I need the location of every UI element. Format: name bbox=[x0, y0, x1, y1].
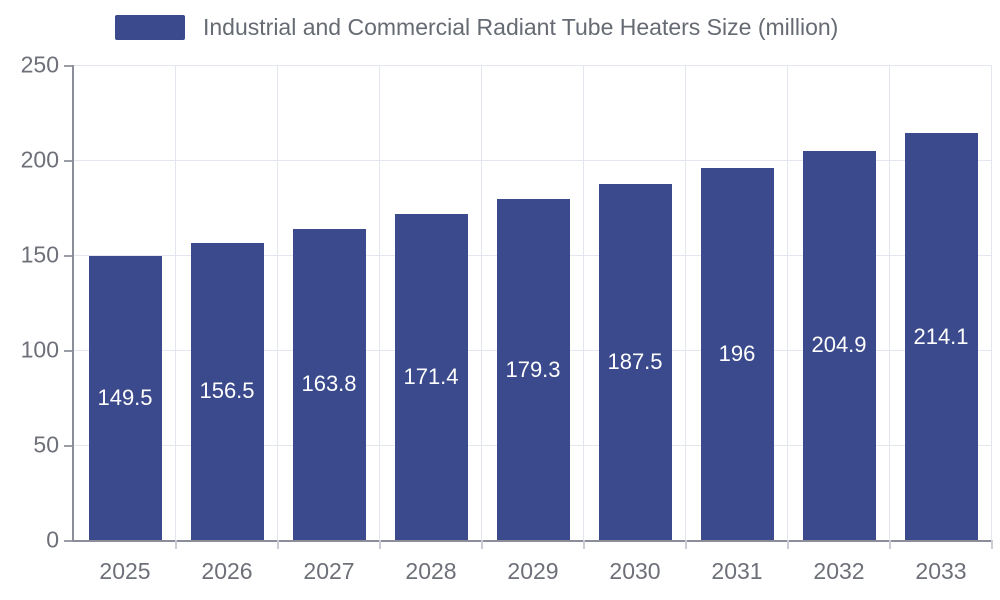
legend-label: Industrial and Commercial Radiant Tube H… bbox=[203, 14, 839, 40]
y-axis-label: 200 bbox=[20, 146, 59, 173]
x-gridline bbox=[481, 65, 482, 540]
x-gridline bbox=[889, 65, 890, 540]
bar-2027[interactable]: 163.8 bbox=[292, 228, 366, 540]
bar-value-label: 171.4 bbox=[403, 364, 459, 390]
y-axis-tick bbox=[64, 255, 72, 257]
bar-2030[interactable]: 187.5 bbox=[598, 183, 672, 540]
bar-2032[interactable]: 204.9 bbox=[802, 150, 876, 540]
x-axis-label-2031: 2031 bbox=[711, 558, 763, 584]
legend-swatch-icon bbox=[115, 15, 185, 40]
x-gridline bbox=[991, 65, 992, 540]
plot-area: 0 50 100 150 200 250 149.5 2025 156.5 2026 163.8 20… bbox=[21, 52, 993, 584]
x-axis-tick bbox=[379, 540, 381, 549]
bar-2025[interactable]: 149.5 bbox=[88, 255, 162, 540]
bar-2033[interactable]: 214.1 bbox=[904, 133, 978, 540]
x-gridline bbox=[277, 65, 278, 540]
x-gridline bbox=[685, 65, 686, 540]
x-gridline bbox=[379, 65, 380, 540]
bar-value-label: 156.5 bbox=[199, 378, 255, 404]
y-gridline bbox=[74, 160, 992, 161]
bar-value-label: 163.8 bbox=[301, 371, 357, 397]
x-axis-label-2030: 2030 bbox=[609, 558, 661, 584]
y-axis-tick bbox=[64, 540, 72, 542]
y-gridline bbox=[74, 65, 992, 66]
x-axis-label-2025: 2025 bbox=[99, 558, 151, 584]
x-axis-tick bbox=[277, 540, 279, 549]
x-axis-tick bbox=[685, 540, 687, 549]
x-axis-label-2033: 2033 bbox=[915, 558, 967, 584]
x-axis-tick bbox=[481, 540, 483, 549]
legend-item[interactable]: Industrial and Commercial Radiant Tube H… bbox=[115, 14, 838, 41]
bar-value-label: 214.1 bbox=[913, 323, 969, 349]
bar-value-label: 204.9 bbox=[811, 332, 867, 358]
y-axis-tick bbox=[64, 160, 72, 162]
bar-value-label: 179.3 bbox=[505, 356, 561, 382]
x-gridline bbox=[583, 65, 584, 540]
x-axis-label-2026: 2026 bbox=[201, 558, 253, 584]
y-axis-tick bbox=[64, 350, 72, 352]
x-axis-tick bbox=[787, 540, 789, 549]
bar-2026[interactable]: 156.5 bbox=[190, 242, 264, 540]
bar-value-label: 187.5 bbox=[607, 348, 663, 374]
y-axis-label: 0 bbox=[46, 526, 59, 553]
bar-2028[interactable]: 171.4 bbox=[394, 214, 468, 540]
x-axis-tick bbox=[583, 540, 585, 549]
bar-2031[interactable]: 196 bbox=[700, 167, 774, 540]
y-axis-label: 150 bbox=[20, 241, 59, 268]
bar-2029[interactable]: 179.3 bbox=[496, 199, 570, 540]
y-axis-label: 100 bbox=[20, 336, 59, 363]
bar-value-label: 149.5 bbox=[97, 384, 153, 410]
x-axis-tick bbox=[889, 540, 891, 549]
y-axis-tick bbox=[64, 445, 72, 447]
x-axis-label-2028: 2028 bbox=[405, 558, 457, 584]
y-axis-tick bbox=[64, 65, 72, 67]
x-axis-label-2027: 2027 bbox=[303, 558, 355, 584]
x-gridline bbox=[787, 65, 788, 540]
x-gridline bbox=[175, 65, 176, 540]
x-axis-tick bbox=[991, 540, 993, 549]
y-axis-label: 50 bbox=[33, 431, 59, 458]
x-axis-tick bbox=[175, 540, 177, 549]
bar-value-label: 196 bbox=[718, 340, 756, 366]
x-axis-label-2032: 2032 bbox=[813, 558, 865, 584]
x-axis-label-2029: 2029 bbox=[507, 558, 559, 584]
y-axis-label: 250 bbox=[20, 51, 59, 78]
